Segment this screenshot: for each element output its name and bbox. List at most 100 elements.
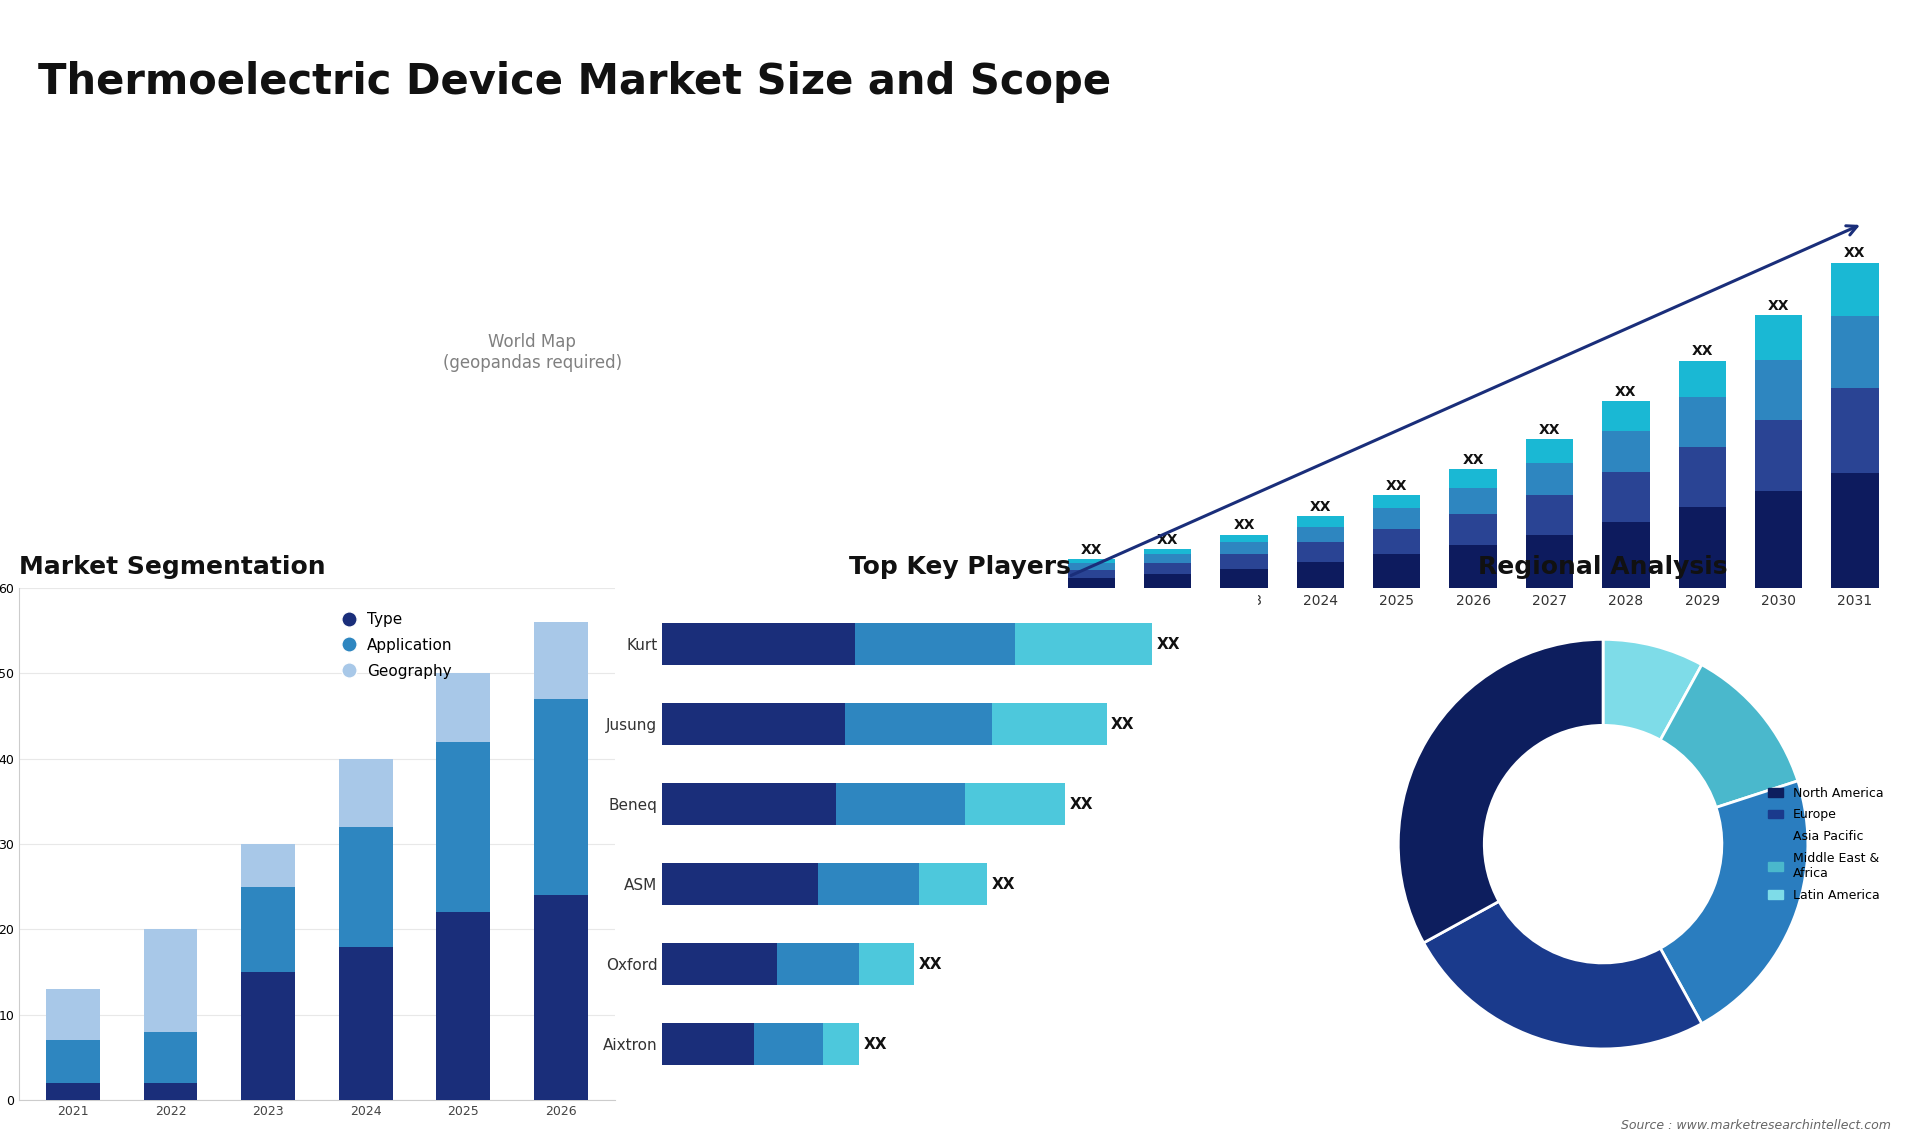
Bar bbox=[144, 1083, 198, 1100]
Bar bbox=[1373, 529, 1421, 555]
Bar bbox=[436, 912, 490, 1100]
Bar bbox=[1832, 388, 1878, 473]
Bar bbox=[1144, 555, 1192, 564]
Text: XX: XX bbox=[1112, 716, 1135, 731]
Bar bbox=[860, 943, 914, 984]
Bar bbox=[1832, 262, 1878, 316]
Bar bbox=[1144, 564, 1192, 574]
Bar bbox=[845, 704, 993, 745]
Bar bbox=[1450, 513, 1498, 545]
Text: XX: XX bbox=[1158, 637, 1181, 652]
Bar bbox=[837, 784, 964, 825]
Bar bbox=[1601, 431, 1649, 472]
Bar bbox=[1678, 398, 1726, 447]
Text: XX: XX bbox=[1158, 533, 1179, 547]
Bar bbox=[1296, 562, 1344, 588]
Text: XX: XX bbox=[864, 1037, 887, 1052]
Text: XX: XX bbox=[993, 877, 1016, 892]
Bar bbox=[1296, 517, 1344, 527]
Bar bbox=[1678, 508, 1726, 588]
Bar bbox=[1755, 419, 1803, 492]
Bar bbox=[755, 1023, 822, 1065]
Bar bbox=[964, 784, 1066, 825]
Text: XX: XX bbox=[1538, 423, 1561, 437]
Bar bbox=[338, 947, 392, 1100]
Wedge shape bbox=[1603, 639, 1701, 740]
Bar bbox=[662, 623, 854, 665]
Bar bbox=[920, 863, 987, 905]
Title: Top Key Players: Top Key Players bbox=[849, 556, 1071, 579]
Bar bbox=[1526, 495, 1572, 534]
Bar bbox=[662, 704, 845, 745]
Bar bbox=[1601, 472, 1649, 521]
Bar bbox=[1373, 555, 1421, 588]
Wedge shape bbox=[1398, 639, 1603, 943]
Text: XX: XX bbox=[1081, 543, 1102, 557]
Bar bbox=[1068, 570, 1116, 578]
Bar bbox=[534, 895, 588, 1100]
Text: XX: XX bbox=[920, 957, 943, 972]
Bar bbox=[1373, 509, 1421, 529]
Bar bbox=[1755, 492, 1803, 588]
Bar bbox=[1221, 534, 1267, 542]
Bar bbox=[1526, 534, 1572, 588]
Text: XX: XX bbox=[1069, 796, 1092, 811]
Bar bbox=[1755, 315, 1803, 360]
Bar bbox=[1373, 495, 1421, 509]
Bar bbox=[1450, 487, 1498, 513]
Bar bbox=[778, 943, 860, 984]
Bar bbox=[436, 674, 490, 741]
Bar bbox=[1450, 545, 1498, 588]
Bar bbox=[1068, 564, 1116, 570]
Bar bbox=[662, 863, 818, 905]
Bar bbox=[662, 943, 778, 984]
Bar bbox=[144, 929, 198, 1031]
Bar bbox=[662, 784, 837, 825]
Legend: North America, Europe, Asia Pacific, Middle East &
Africa, Latin America: North America, Europe, Asia Pacific, Mid… bbox=[1763, 782, 1889, 906]
Bar bbox=[1526, 439, 1572, 463]
Bar bbox=[818, 863, 920, 905]
Bar bbox=[1678, 447, 1726, 508]
Bar bbox=[1068, 559, 1116, 564]
Bar bbox=[338, 827, 392, 947]
Text: Market Segmentation: Market Segmentation bbox=[19, 556, 326, 579]
Text: XX: XX bbox=[1615, 385, 1636, 399]
Wedge shape bbox=[1423, 902, 1701, 1049]
Bar bbox=[1016, 623, 1152, 665]
Bar bbox=[662, 1023, 755, 1065]
Text: XX: XX bbox=[1692, 345, 1713, 359]
Text: XX: XX bbox=[1233, 518, 1256, 532]
Text: XX: XX bbox=[1845, 246, 1866, 260]
Bar bbox=[1221, 555, 1267, 568]
Bar bbox=[1144, 574, 1192, 588]
Text: XX: XX bbox=[1309, 500, 1331, 513]
Text: Thermoelectric Device Market Size and Scope: Thermoelectric Device Market Size and Sc… bbox=[38, 61, 1112, 103]
Bar bbox=[46, 1083, 100, 1100]
Bar bbox=[1526, 463, 1572, 495]
Wedge shape bbox=[1661, 665, 1797, 808]
Bar bbox=[436, 741, 490, 912]
Bar bbox=[1678, 361, 1726, 398]
Bar bbox=[242, 972, 296, 1100]
Bar bbox=[993, 704, 1106, 745]
Bar bbox=[534, 622, 588, 699]
Bar bbox=[534, 699, 588, 895]
Bar bbox=[242, 845, 296, 887]
Text: XX: XX bbox=[1463, 453, 1484, 466]
Bar bbox=[1601, 521, 1649, 588]
Bar bbox=[1144, 549, 1192, 555]
Bar bbox=[242, 887, 296, 972]
Bar bbox=[338, 759, 392, 827]
Text: XX: XX bbox=[1768, 299, 1789, 313]
Bar bbox=[1601, 401, 1649, 431]
Bar bbox=[854, 623, 1016, 665]
Legend: Type, Application, Geography: Type, Application, Geography bbox=[336, 606, 459, 684]
Bar bbox=[1221, 568, 1267, 588]
Bar bbox=[1296, 542, 1344, 562]
Text: XX: XX bbox=[1386, 479, 1407, 493]
Bar bbox=[46, 989, 100, 1041]
Text: Source : www.marketresearchintellect.com: Source : www.marketresearchintellect.com bbox=[1620, 1120, 1891, 1132]
Bar bbox=[46, 1041, 100, 1083]
Title: Regional Analysis: Regional Analysis bbox=[1478, 556, 1728, 579]
Bar bbox=[1450, 469, 1498, 487]
